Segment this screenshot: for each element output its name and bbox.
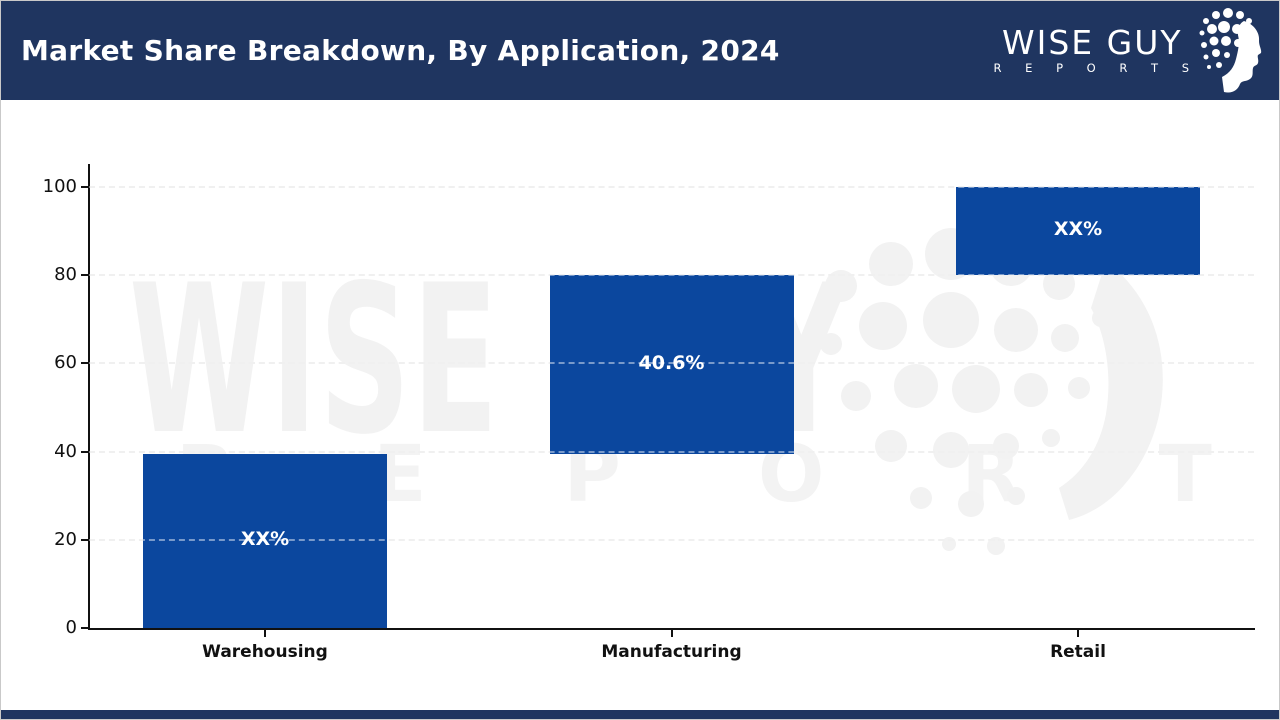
bar-value-label-manufacturing: 40.6% [638,351,705,374]
x-tick-manufacturing [670,630,673,637]
footer-bar [1,710,1279,719]
bar-value-label-retail: XX% [1053,218,1103,241]
x-category-label-manufacturing: Manufacturing [601,642,742,662]
gridline-100 [89,186,1254,188]
y-tick-label-0: 0 [65,617,77,638]
logo-subtext: R E P O R T S [993,61,1199,76]
x-category-label-warehousing: Warehousing [202,642,328,662]
gridline-overlay-80 [89,274,1254,277]
y-tick-label-60: 60 [54,352,77,374]
logo-wordmark: WISE GUY [1001,23,1183,63]
gridline-overlay-60 [89,362,1254,365]
y-tick-label-40: 40 [54,440,77,462]
bar-warehousing [143,454,387,628]
x-tick-warehousing [264,630,266,637]
y-axis-line [88,164,90,630]
y-tick-60 [81,362,88,365]
gridline-overlay-40 [89,450,1254,453]
gridline-overlay-20 [89,538,1254,541]
y-tick-20 [81,538,88,541]
y-tick-0 [81,627,88,629]
y-tick-label-100: 100 [42,176,77,197]
gridline-overlay-100 [89,186,1254,188]
header-bar: Market Share Breakdown, By Application, … [1,1,1279,100]
y-tick-label-80: 80 [54,264,77,286]
bar-retail [956,187,1200,276]
brand-logo: WISE GUY R E P O R T S [986,7,1266,95]
y-tick-80 [81,274,88,277]
y-tick-label-20: 20 [54,528,77,550]
x-category-label-retail: Retail [1050,642,1106,662]
y-tick-40 [81,450,88,453]
x-tick-retail [1077,630,1079,637]
bar-manufacturing [549,275,794,455]
x-axis-line [88,628,1255,630]
logo-face-icon [1199,7,1262,93]
y-tick-100 [81,186,88,188]
gridline-20 [89,538,1254,541]
bar-value-label-warehousing: XX% [240,528,290,551]
page-title: Market Share Breakdown, By Application, … [21,34,780,67]
